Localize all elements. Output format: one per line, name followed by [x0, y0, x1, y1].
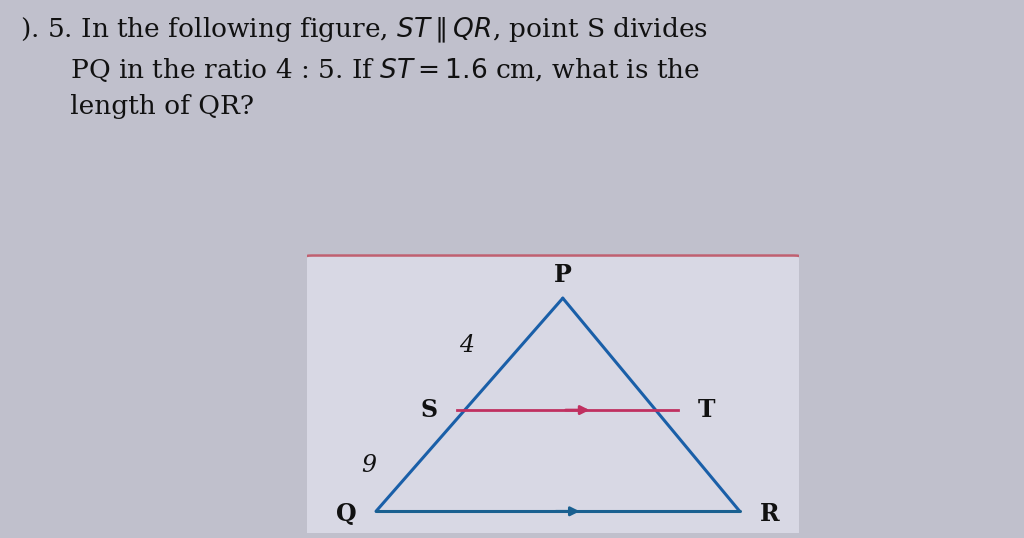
Text: S: S [421, 398, 437, 422]
Text: P: P [554, 264, 571, 287]
Text: R: R [760, 502, 779, 526]
Text: ). 5. In the following figure, $ST \parallel QR$, point S divides
      PQ in th: ). 5. In the following figure, $ST \para… [20, 16, 708, 119]
FancyBboxPatch shape [297, 256, 809, 538]
Text: 4: 4 [459, 334, 473, 357]
Text: T: T [698, 398, 716, 422]
Text: 9: 9 [360, 454, 376, 477]
Text: Q: Q [336, 502, 356, 526]
